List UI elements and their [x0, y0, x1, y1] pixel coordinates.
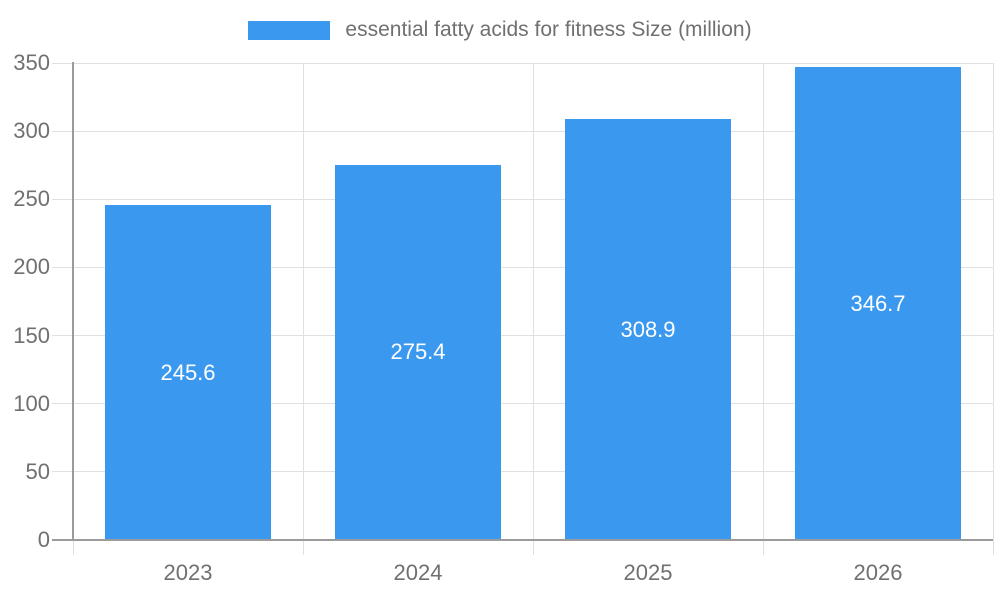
y-gridline	[52, 130, 993, 132]
bar-2023	[105, 205, 271, 540]
x-gridline	[302, 63, 304, 555]
y-gridline	[52, 266, 993, 268]
y-axis-tick-label: 300	[13, 118, 50, 144]
chart-legend: essential fatty acids for fitness Size (…	[0, 18, 1000, 42]
y-gridline	[52, 403, 993, 405]
x-gridline	[992, 63, 994, 555]
bar-value-label: 346.7	[850, 290, 906, 316]
y-axis-tick-label: 100	[13, 390, 50, 416]
y-axis-line	[72, 62, 74, 540]
bar-2024	[335, 164, 501, 540]
x-axis-tick-label: 2026	[853, 560, 903, 585]
y-gridline	[52, 335, 993, 337]
bar-value-label: 308.9	[620, 316, 676, 342]
x-axis-tick-label: 2023	[163, 560, 213, 585]
x-axis-line	[52, 539, 993, 541]
y-gridline	[52, 198, 993, 200]
x-axis-tick	[72, 540, 74, 555]
y-axis-tick-label: 350	[13, 50, 50, 75]
legend-label: essential fatty acids for fitness Size (…	[345, 18, 752, 41]
y-axis-tick-label: 0	[37, 527, 50, 552]
bar-2026	[795, 67, 961, 540]
y-gridline	[52, 62, 993, 64]
x-axis-tick-label: 2024	[393, 560, 443, 585]
bar-value-label: 275.4	[390, 339, 446, 365]
x-gridline	[762, 63, 764, 555]
legend-swatch	[248, 20, 331, 40]
y-gridline	[52, 471, 993, 473]
x-gridline	[532, 63, 534, 555]
y-axis-tick-label: 50	[25, 458, 50, 484]
x-axis-tick-label: 2025	[623, 560, 673, 585]
bar-value-label: 245.6	[160, 359, 216, 385]
y-axis-tick-label: 250	[13, 186, 50, 212]
y-axis-tick-label: 200	[13, 254, 50, 280]
y-axis-tick-label: 150	[13, 322, 50, 348]
bar-2025	[565, 119, 731, 540]
